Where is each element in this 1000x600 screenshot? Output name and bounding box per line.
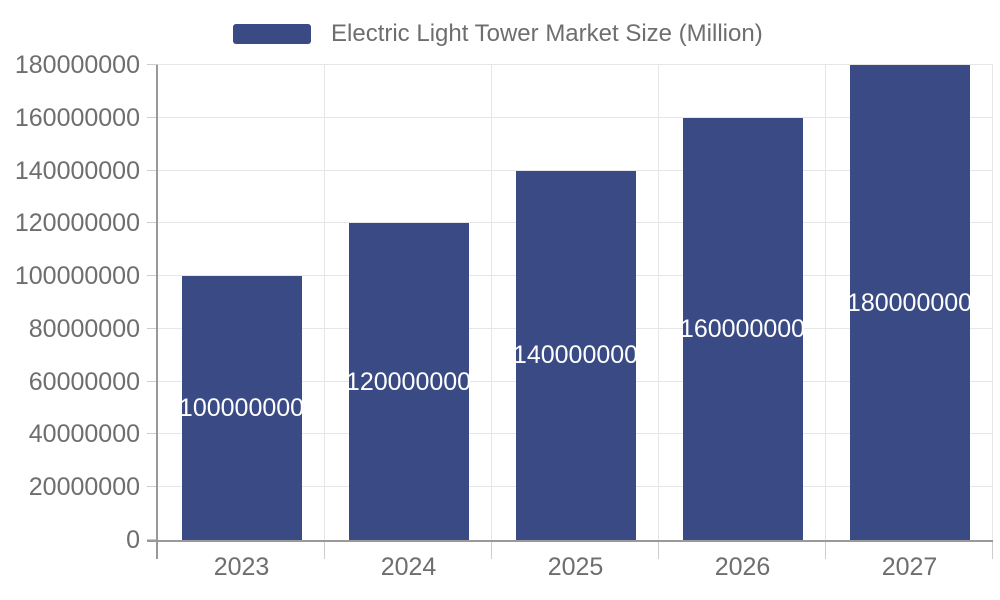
bar-value-label: 160000000 [679,314,806,343]
bar-value-label: 180000000 [846,288,973,317]
legend-label: Electric Light Tower Market Size (Millio… [331,20,763,47]
gridline-v [825,65,826,540]
x-tick [324,542,325,559]
bar-value-label: 100000000 [178,394,305,423]
y-tick [147,169,158,171]
bar-value-label: 120000000 [345,367,472,396]
y-tick [147,433,158,435]
y-tick [147,64,158,65]
bar-2024[interactable] [348,223,469,540]
legend-swatch [233,24,311,44]
bar-value-label: 140000000 [512,341,639,370]
x-tick-label: 2024 [380,553,437,581]
x-tick-label: 2023 [213,553,270,581]
y-tick-label: 40000000 [28,420,140,449]
gridline-v [324,65,325,540]
y-tick-label: 180000000 [14,51,140,79]
x-tick-label: 2026 [714,553,771,581]
x-tick [658,542,659,559]
y-tick-label: 120000000 [14,209,140,238]
y-tick [147,486,158,488]
x-tick [491,542,492,559]
gridline-v [992,65,993,540]
x-tick [992,542,993,559]
gridline-v [491,65,492,540]
y-tick-label: 0 [126,526,140,554]
y-tick [147,116,158,118]
y-tick [147,222,158,224]
x-tick-label: 2027 [881,553,938,581]
x-tick [825,542,826,559]
y-axis-line [156,65,158,559]
bar-2025[interactable] [515,170,636,540]
gridline-h [158,169,993,171]
gridline-h [158,64,993,65]
y-tick-label: 60000000 [28,367,140,396]
y-tick-label: 140000000 [14,156,140,185]
y-tick-label: 100000000 [14,262,140,291]
y-tick [147,539,158,540]
bar-2026[interactable] [682,117,803,540]
x-axis-line [147,540,993,542]
bar-2027[interactable] [849,65,970,540]
bar-2023[interactable] [181,276,302,540]
gridline-v [658,65,659,540]
legend[interactable]: Electric Light Tower Market Size (Millio… [233,20,763,48]
y-tick [147,380,158,382]
x-tick-label: 2025 [547,553,604,581]
y-tick [147,275,158,277]
y-tick-label: 20000000 [28,473,140,502]
y-tick-label: 160000000 [14,103,140,132]
y-tick-label: 80000000 [28,314,140,343]
gridline-h [158,116,993,118]
y-tick [147,327,158,329]
